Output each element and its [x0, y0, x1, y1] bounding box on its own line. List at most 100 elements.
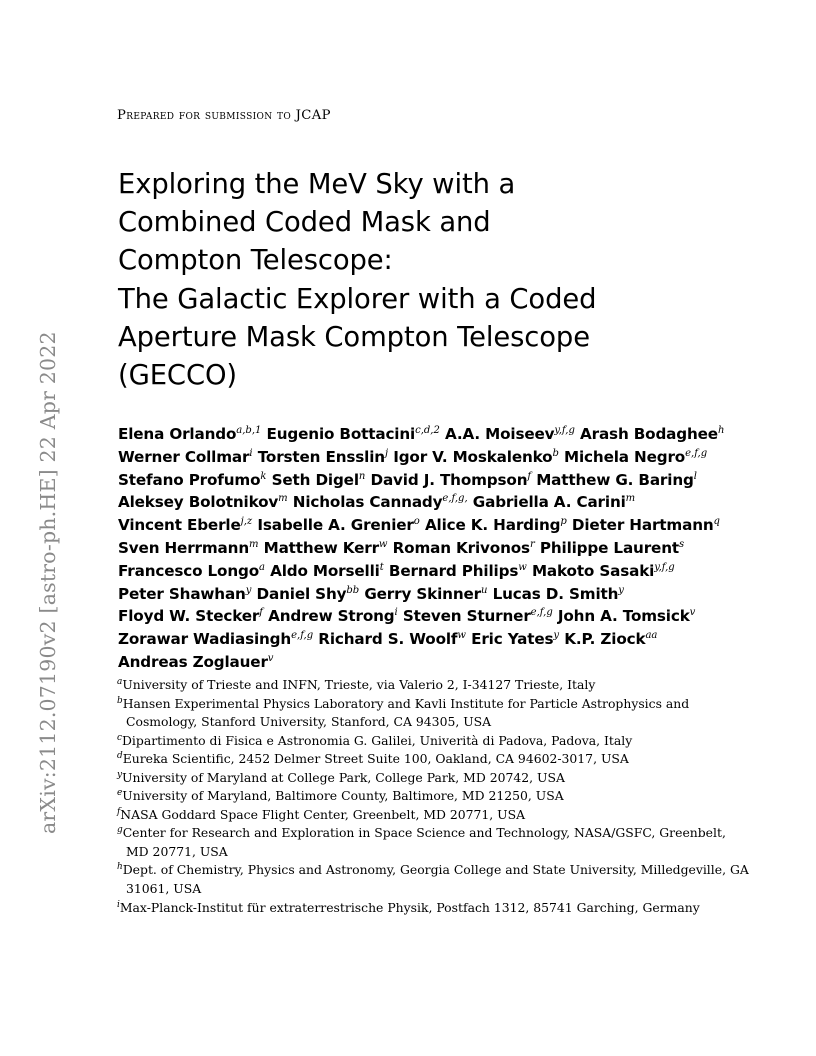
author-name: Roman Krivonosr — [392, 538, 535, 557]
author-affiliation-marker: w — [518, 561, 527, 573]
author-name: Igor V. Moskalenkob — [393, 447, 559, 466]
author-name: Gerry Skinneru — [364, 584, 488, 603]
author-affiliation-marker: s — [678, 538, 685, 550]
affiliation-item: gCenter for Research and Exploration in … — [117, 824, 749, 861]
author-name: John A. Tomsickv — [557, 607, 696, 626]
author-name: Nicholas Cannadye,f,g, — [292, 493, 468, 512]
author-affiliation-marker: y — [553, 630, 560, 642]
author-affiliation-marker: a — [259, 561, 265, 573]
author-affiliation-marker: y,f,g — [654, 561, 675, 573]
author-affiliation-marker: y,f,g — [554, 424, 575, 436]
author-name: Alice K. Hardingp — [424, 516, 567, 535]
author-name: Matthew Kerrw — [263, 538, 388, 557]
author-affiliation-marker: a,b,1 — [236, 424, 262, 436]
affiliation-marker: g — [117, 825, 123, 836]
author-affiliation-marker: aa — [645, 630, 658, 642]
author-name: Isabelle A. Greniero — [257, 516, 420, 535]
author-affiliation-marker: y — [245, 584, 252, 596]
author-affiliation-marker: o — [413, 516, 420, 528]
author-affiliation-marker: w — [378, 538, 388, 550]
author-affiliation-marker: u — [481, 584, 488, 596]
affiliation-text: Eureka Scientific, 2452 Delmer Street Su… — [122, 751, 629, 767]
author-affiliation-marker: w — [457, 630, 466, 642]
affiliation-marker: y — [117, 769, 123, 780]
title-line: The Galactic Explorer with a Coded — [118, 283, 597, 315]
author-name: Aldo Morsellit — [270, 561, 384, 580]
author-affiliation-marker: e,f,g, — [442, 493, 468, 505]
author-name: Elena Orlandoa,b,1 — [118, 424, 262, 443]
author-affiliation-marker: i — [394, 607, 398, 619]
author-name: Philippe Laurents — [539, 538, 685, 557]
affiliation-marker: f — [117, 806, 121, 817]
author-affiliation-marker: e,f,g — [291, 630, 314, 642]
affiliation-item: iMax-Planck-Institut für extraterrestris… — [117, 899, 749, 918]
author-name: Eugenio Bottacinic,d,2 — [266, 424, 440, 443]
affiliation-item: cDipartimento di Fisica e Astronomia G. … — [117, 732, 749, 751]
author-name: Vincent Eberlej,z — [118, 516, 253, 535]
arxiv-stamp: arXiv:2112.07190v2 [astro-ph.HE] 22 Apr … — [0, 0, 100, 1056]
arxiv-stamp-text: arXiv:2112.07190v2 [astro-ph.HE] 22 Apr … — [36, 331, 60, 834]
affiliation-text: Max-Planck-Institut für extraterrestrisc… — [119, 899, 700, 915]
author-name: Sven Herrmannm — [118, 538, 259, 557]
author-affiliation-marker: j,z — [240, 516, 253, 528]
author-name: A.A. Moiseevy,f,g — [445, 424, 575, 443]
author-affiliation-marker: e,f,g — [685, 447, 708, 459]
author-affiliation-marker: h — [717, 424, 725, 436]
affiliation-text: NASA Goddard Space Flight Center, Greenb… — [120, 806, 526, 822]
author-name: Richard S. Woolfw — [318, 630, 466, 649]
author-affiliation-marker: k — [260, 470, 267, 482]
title-line: (GECCO) — [118, 360, 238, 392]
author-name: Lucas D. Smithy — [492, 584, 624, 603]
author-name: Werner Collmari — [118, 447, 253, 466]
author-affiliation-marker: m — [625, 493, 636, 505]
author-name: Arash Bodagheeh — [580, 424, 725, 443]
affiliation-item: yUniversity of Maryland at College Park,… — [117, 769, 749, 788]
author-name: Peter Shawhany — [118, 584, 252, 603]
author-name: Dieter Hartmannq — [571, 516, 720, 535]
affiliation-text: Hansen Experimental Physics Laboratory a… — [122, 695, 690, 730]
affiliation-marker: c — [117, 732, 122, 743]
author-affiliation-marker: q — [713, 516, 720, 528]
affiliation-text: University of Trieste and INFN, Trieste,… — [122, 677, 596, 692]
author-affiliation-marker: l — [693, 470, 697, 482]
author-affiliation-marker: c,d,2 — [415, 424, 440, 436]
author-affiliation-marker: n — [358, 470, 366, 482]
author-name: Gabriella A. Carinim — [472, 493, 636, 512]
author-affiliation-marker: t — [379, 561, 384, 573]
author-name: Andreas Zoglauerv — [118, 652, 274, 671]
affiliation-marker: i — [117, 899, 120, 910]
affiliation-list: aUniversity of Trieste and INFN, Trieste… — [117, 676, 749, 917]
author-name: Torsten Ensslinj — [257, 447, 389, 466]
author-affiliation-marker: b — [552, 447, 559, 459]
affiliation-marker: b — [117, 695, 123, 706]
author-affiliation-marker: e,f,g — [530, 607, 553, 619]
affiliation-text: Dipartimento di Fisica e Astronomia G. G… — [122, 732, 633, 748]
page-title: Exploring the MeV Sky with a Combined Cod… — [118, 166, 743, 395]
author-name: Steven Sturnere,f,g — [402, 607, 553, 626]
affiliation-marker: d — [117, 751, 123, 762]
author-list: Elena Orlandoa,b,1 Eugenio Bottacinic,d,… — [118, 423, 738, 674]
affiliation-item: hDept. of Chemistry, Physics and Astrono… — [117, 861, 749, 898]
affiliation-text: Dept. of Chemistry, Physics and Astronom… — [122, 862, 749, 897]
affiliation-text: Center for Research and Exploration in S… — [122, 825, 726, 859]
author-name: Michela Negroe,f,g — [564, 447, 708, 466]
author-affiliation-marker: m — [278, 493, 288, 505]
author-affiliation-marker: j — [384, 447, 389, 459]
author-name: Bernard Philipsw — [388, 561, 527, 580]
title-line: Aperture Mask Compton Telescope — [118, 321, 590, 353]
author-name: K.P. Ziockaa — [564, 630, 658, 649]
affiliation-item: fNASA Goddard Space Flight Center, Green… — [117, 806, 749, 825]
author-affiliation-marker: f — [527, 470, 532, 482]
paper-page: Prepared for submission to JCAP Explorin… — [117, 0, 749, 1056]
author-name: Zorawar Wadiasinghe,f,g — [118, 630, 314, 649]
author-name: Andrew Strongi — [268, 607, 398, 626]
author-affiliation-marker: p — [560, 516, 567, 528]
author-name: David J. Thompsonf — [370, 470, 532, 489]
affiliation-item: eUniversity of Maryland, Baltimore Count… — [117, 787, 749, 806]
author-affiliation-marker: r — [529, 538, 535, 550]
affiliation-item: bHansen Experimental Physics Laboratory … — [117, 695, 749, 732]
running-head: Prepared for submission to JCAP — [117, 108, 331, 123]
affiliation-text: University of Maryland at College Park, … — [122, 769, 565, 785]
author-affiliation-marker: v — [689, 607, 696, 619]
author-name: Eric Yatesy — [471, 630, 560, 649]
